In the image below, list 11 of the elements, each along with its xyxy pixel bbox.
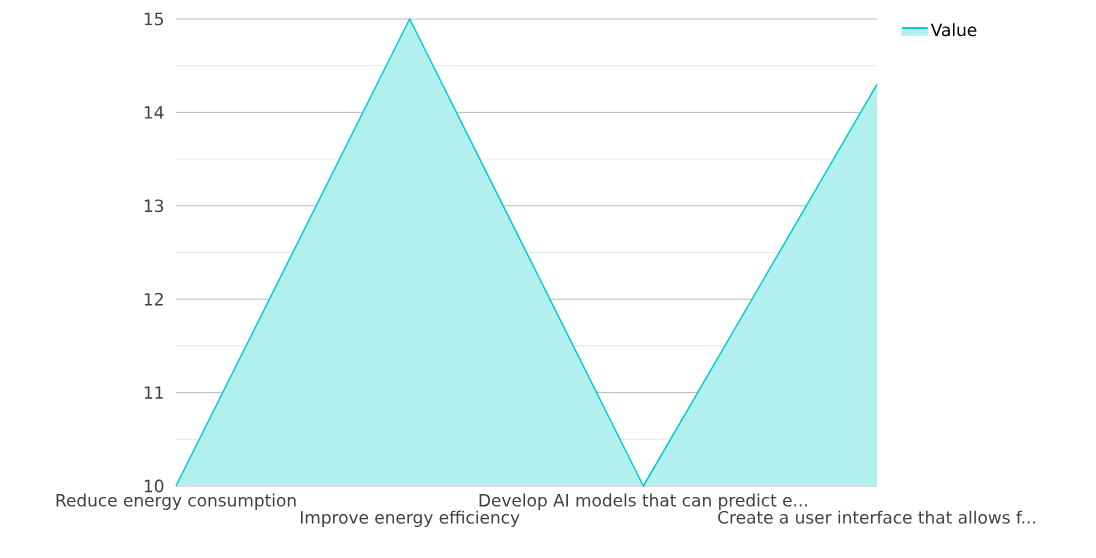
y-tick-label: 12: [144, 292, 163, 306]
y-tick-label: 15: [144, 12, 163, 26]
x-tick-label: Develop AI models that can predict e...: [479, 493, 807, 510]
x-tick-label: Improve energy efficiency: [300, 510, 520, 528]
x-tick-label: Create a user interface that allows f...: [718, 510, 1035, 524]
legend-label: Value: [930, 23, 977, 37]
y-tick-label: 10: [144, 479, 164, 493]
y-tick-label: 13: [144, 199, 164, 213]
y-tick-label: 14: [144, 106, 164, 119]
x-tick-label: Reduce energy consumption: [56, 493, 296, 510]
y-tick-label: 11: [144, 386, 163, 399]
